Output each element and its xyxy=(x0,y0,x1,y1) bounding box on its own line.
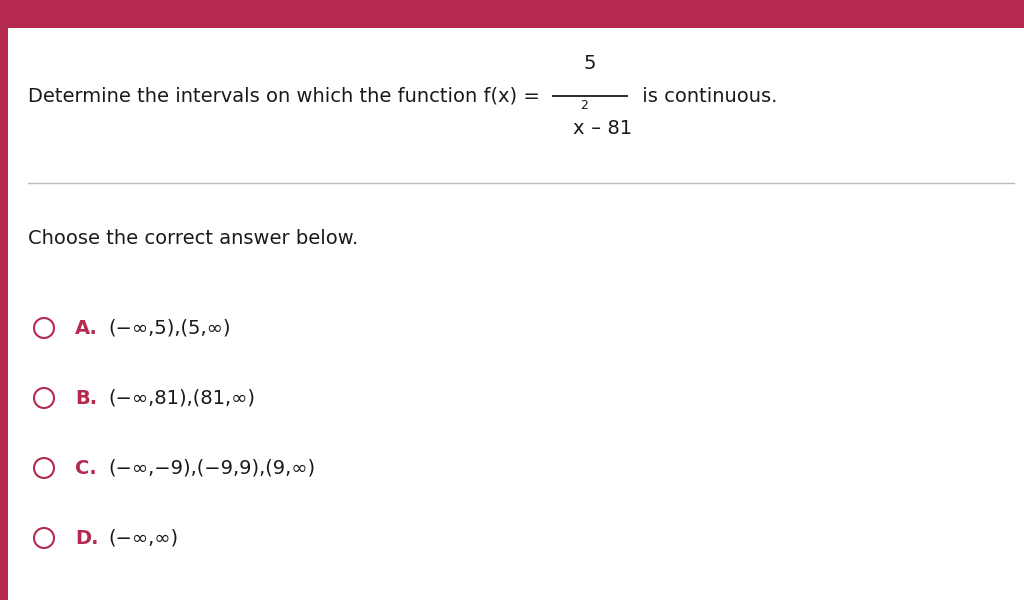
Text: A.: A. xyxy=(75,319,98,337)
Bar xyxy=(0,28,8,600)
Text: x: x xyxy=(572,119,584,138)
Text: Choose the correct answer below.: Choose the correct answer below. xyxy=(28,229,358,247)
Text: (−∞,81),(81,∞): (−∞,81),(81,∞) xyxy=(108,389,255,407)
Text: – 81: – 81 xyxy=(585,119,632,138)
Bar xyxy=(0,0,1024,28)
Text: D.: D. xyxy=(75,529,98,547)
Text: (−∞,−9),(−9,9),(9,∞): (−∞,−9),(−9,9),(9,∞) xyxy=(108,458,315,478)
Text: B.: B. xyxy=(75,389,97,407)
Text: Determine the intervals on which the function f(x) =: Determine the intervals on which the fun… xyxy=(28,86,540,106)
Text: is continuous.: is continuous. xyxy=(636,86,777,106)
Text: (−∞,5),(5,∞): (−∞,5),(5,∞) xyxy=(108,319,230,337)
Text: (−∞,∞): (−∞,∞) xyxy=(108,529,178,547)
Text: 2: 2 xyxy=(580,99,588,112)
Text: C.: C. xyxy=(75,458,96,478)
Text: 5: 5 xyxy=(584,54,596,73)
